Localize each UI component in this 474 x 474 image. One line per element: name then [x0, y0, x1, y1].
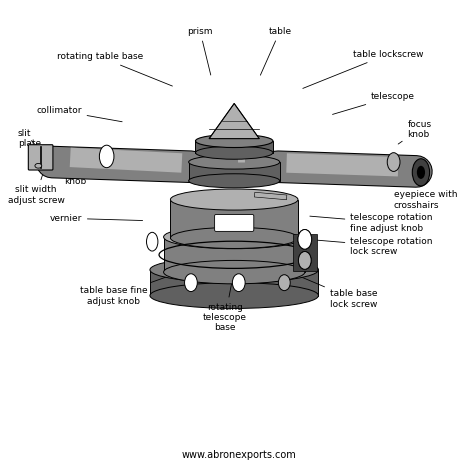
Ellipse shape [417, 166, 425, 179]
Text: table base
lock screw: table base lock screw [287, 271, 377, 309]
Text: slit width
adjust screw: slit width adjust screw [8, 163, 64, 205]
Ellipse shape [232, 274, 245, 292]
Ellipse shape [150, 283, 319, 309]
Bar [189, 162, 280, 181]
Text: focus
knob: focus knob [63, 154, 107, 186]
Bar [164, 237, 305, 272]
FancyBboxPatch shape [28, 145, 53, 170]
Text: telescope: telescope [333, 92, 415, 114]
Text: telescope rotation
lock screw: telescope rotation lock screw [310, 237, 433, 256]
Bar [150, 270, 319, 296]
Ellipse shape [146, 232, 158, 251]
Text: rotating table base: rotating table base [57, 52, 173, 86]
Ellipse shape [195, 146, 273, 159]
Ellipse shape [100, 145, 114, 168]
Ellipse shape [278, 275, 290, 291]
Ellipse shape [184, 274, 197, 292]
Text: collimator: collimator [36, 106, 122, 122]
Ellipse shape [412, 159, 429, 186]
Bar [195, 141, 273, 153]
Ellipse shape [189, 155, 280, 169]
FancyBboxPatch shape [215, 215, 254, 231]
Ellipse shape [164, 225, 305, 249]
Ellipse shape [171, 189, 298, 210]
Ellipse shape [164, 260, 305, 284]
Text: table: table [260, 27, 292, 75]
Ellipse shape [298, 229, 311, 249]
Text: focus
knob: focus knob [398, 119, 431, 144]
Bar [171, 200, 298, 238]
Ellipse shape [189, 174, 280, 188]
Polygon shape [209, 103, 259, 138]
Text: telescope rotation
fine adjust knob: telescope rotation fine adjust knob [310, 213, 433, 233]
Text: table lockscrew: table lockscrew [303, 50, 423, 89]
Ellipse shape [150, 257, 319, 283]
Text: rotating
telescope
base: rotating telescope base [203, 273, 247, 332]
FancyBboxPatch shape [292, 234, 317, 271]
Ellipse shape [171, 228, 298, 248]
Ellipse shape [298, 229, 311, 249]
Text: vernier: vernier [49, 214, 143, 223]
Text: eyepiece with
crosshairs: eyepiece with crosshairs [393, 181, 457, 210]
Text: prism: prism [187, 27, 213, 75]
Text: www.abronexports.com: www.abronexports.com [182, 449, 296, 459]
Ellipse shape [195, 135, 273, 147]
Ellipse shape [387, 153, 400, 172]
Text: table base fine
adjust knob: table base fine adjust knob [80, 271, 184, 306]
Ellipse shape [299, 252, 311, 269]
Ellipse shape [35, 164, 42, 168]
Text: slit
plate: slit plate [18, 129, 41, 148]
Ellipse shape [299, 252, 311, 269]
